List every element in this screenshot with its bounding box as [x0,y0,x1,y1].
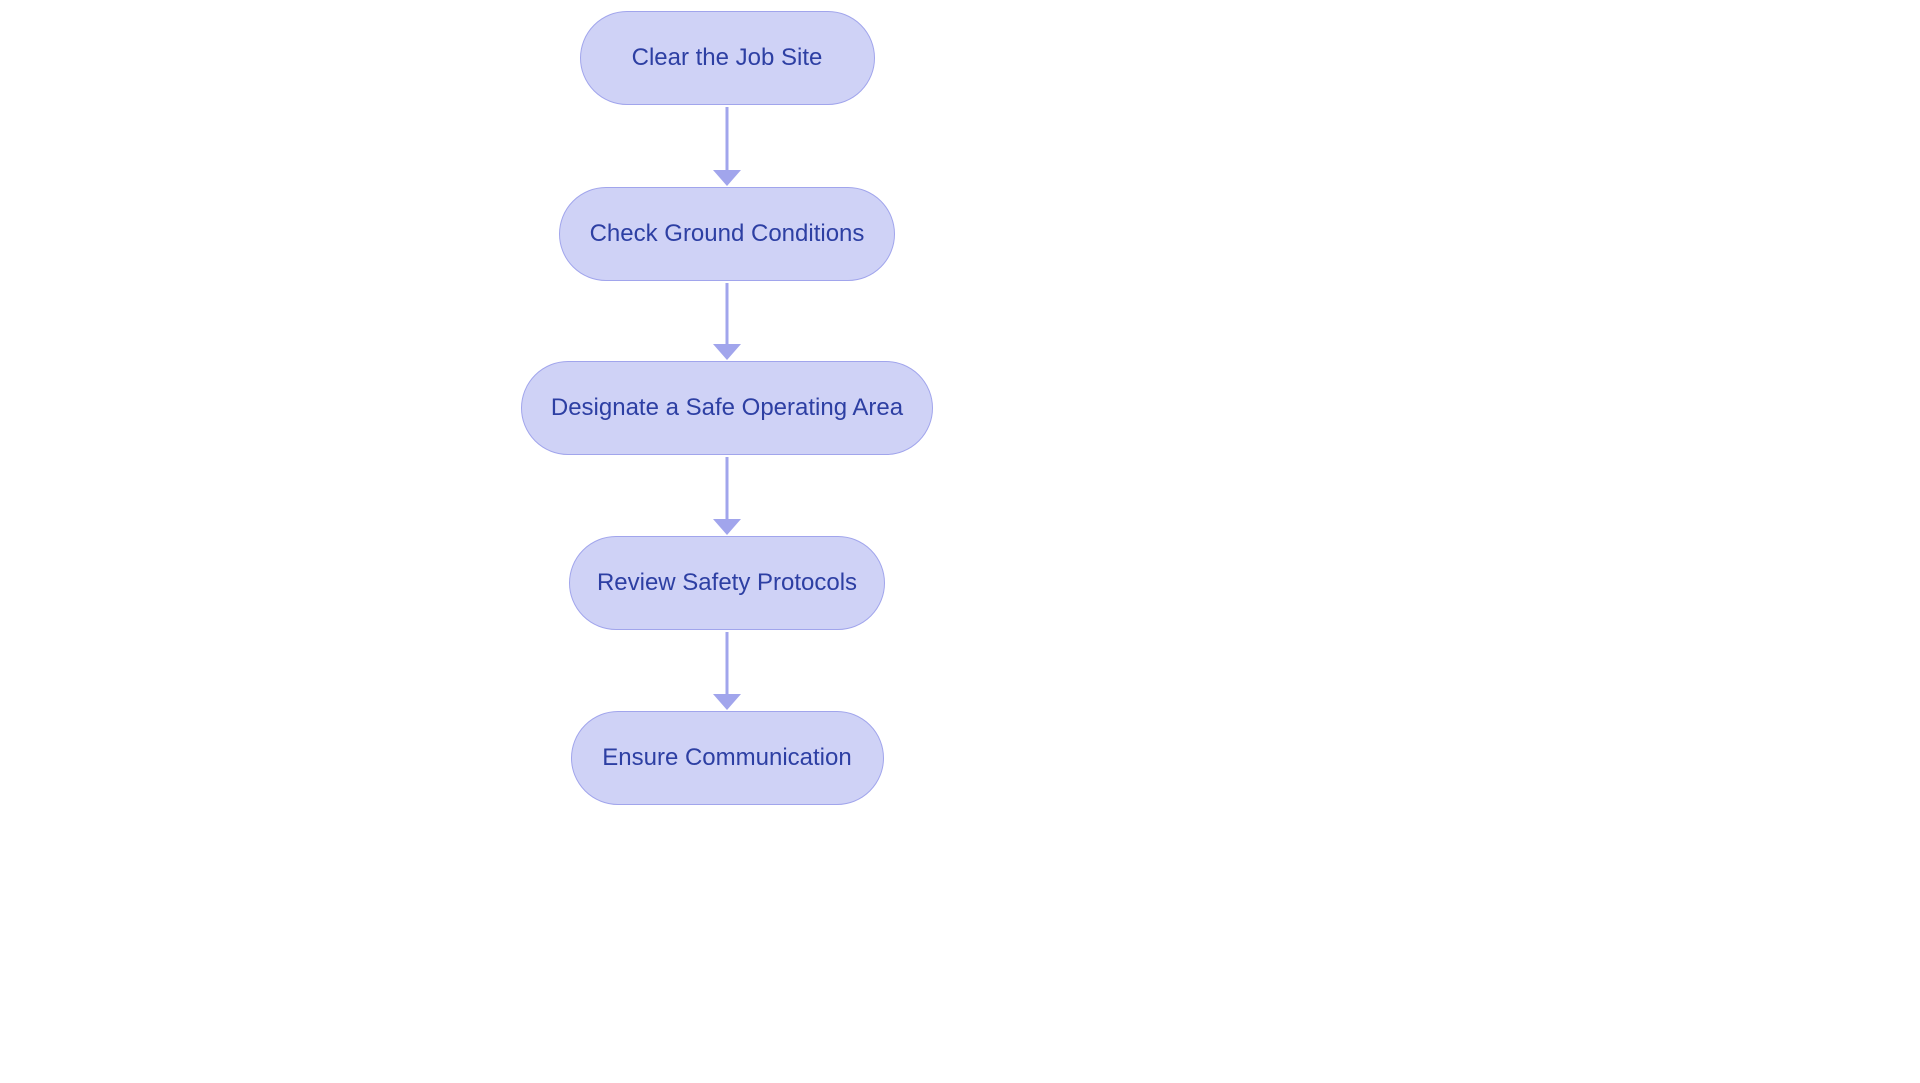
flowchart-node-label: Check Ground Conditions [590,220,865,248]
flowchart-node: Check Ground Conditions [559,187,895,281]
flowchart-edge [713,283,741,360]
flowchart-canvas: Clear the Job Site Check Ground Condition… [0,0,1920,1083]
flowchart-node-label: Designate a Safe Operating Area [551,394,903,422]
flowchart-node: Clear the Job Site [580,11,875,105]
flowchart-edge [713,632,741,710]
flowchart-edge [713,457,741,535]
flowchart-node-label: Ensure Communication [602,744,851,772]
flowchart-node-label: Review Safety Protocols [597,569,857,597]
flowchart-node: Review Safety Protocols [569,536,885,630]
flowchart-node-label: Clear the Job Site [632,44,823,72]
flowchart-node: Ensure Communication [571,711,884,805]
flowchart-node: Designate a Safe Operating Area [521,361,933,455]
flowchart-edge [713,107,741,186]
